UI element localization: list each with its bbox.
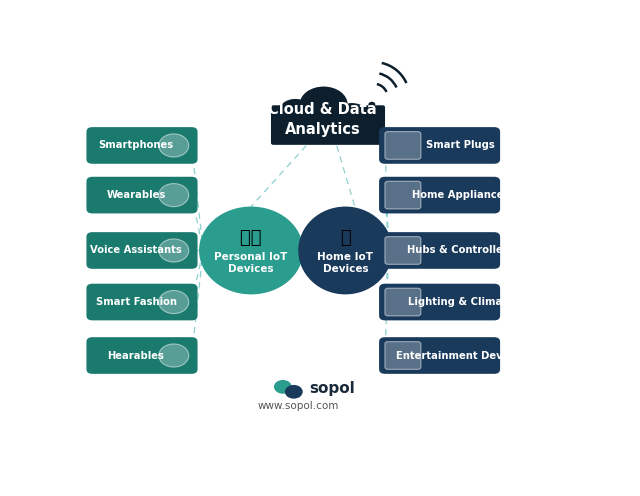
Ellipse shape bbox=[332, 103, 372, 137]
Ellipse shape bbox=[273, 101, 318, 139]
FancyBboxPatch shape bbox=[385, 131, 421, 159]
Text: Wearables: Wearables bbox=[106, 190, 166, 200]
Ellipse shape bbox=[199, 206, 303, 295]
Text: Home Appliances: Home Appliances bbox=[412, 190, 509, 200]
Circle shape bbox=[159, 291, 189, 313]
Text: 🏠: 🏠 bbox=[340, 229, 351, 247]
FancyBboxPatch shape bbox=[379, 284, 500, 320]
FancyBboxPatch shape bbox=[86, 127, 198, 164]
FancyBboxPatch shape bbox=[385, 181, 421, 209]
Ellipse shape bbox=[300, 87, 348, 123]
FancyBboxPatch shape bbox=[379, 232, 500, 269]
Circle shape bbox=[159, 239, 189, 262]
FancyBboxPatch shape bbox=[86, 232, 198, 269]
FancyBboxPatch shape bbox=[385, 237, 421, 264]
Text: Smart Plugs: Smart Plugs bbox=[426, 140, 495, 150]
Text: Smart Fashion: Smart Fashion bbox=[95, 297, 177, 307]
Text: www.sopol.com: www.sopol.com bbox=[257, 401, 339, 411]
Text: Hubs & Controllers: Hubs & Controllers bbox=[407, 246, 514, 255]
Text: Lighting & Climate: Lighting & Climate bbox=[408, 297, 513, 307]
Text: Home IoT
Devices: Home IoT Devices bbox=[317, 251, 373, 274]
Text: Cloud & Data
Analytics: Cloud & Data Analytics bbox=[268, 102, 377, 137]
Circle shape bbox=[369, 102, 375, 107]
FancyBboxPatch shape bbox=[385, 342, 421, 370]
Text: Smartphones: Smartphones bbox=[99, 140, 173, 150]
FancyBboxPatch shape bbox=[86, 177, 198, 213]
Text: Personal IoT
Devices: Personal IoT Devices bbox=[214, 251, 288, 274]
Circle shape bbox=[159, 344, 189, 367]
FancyBboxPatch shape bbox=[86, 284, 198, 320]
Text: Hearables: Hearables bbox=[108, 351, 164, 361]
FancyBboxPatch shape bbox=[271, 105, 385, 145]
Text: Entertainment Devices: Entertainment Devices bbox=[396, 351, 525, 361]
Circle shape bbox=[285, 385, 303, 399]
FancyBboxPatch shape bbox=[86, 337, 198, 374]
Circle shape bbox=[159, 134, 189, 157]
Text: sopol: sopol bbox=[310, 381, 355, 396]
Circle shape bbox=[274, 380, 292, 394]
Text: 🧑‍💻: 🧑‍💻 bbox=[241, 229, 262, 247]
FancyBboxPatch shape bbox=[379, 127, 500, 164]
FancyBboxPatch shape bbox=[385, 288, 421, 316]
Ellipse shape bbox=[298, 206, 392, 295]
FancyBboxPatch shape bbox=[379, 177, 500, 213]
Circle shape bbox=[159, 184, 189, 207]
Ellipse shape bbox=[279, 99, 312, 124]
Text: Voice Assistants: Voice Assistants bbox=[90, 246, 182, 255]
FancyBboxPatch shape bbox=[379, 337, 500, 374]
